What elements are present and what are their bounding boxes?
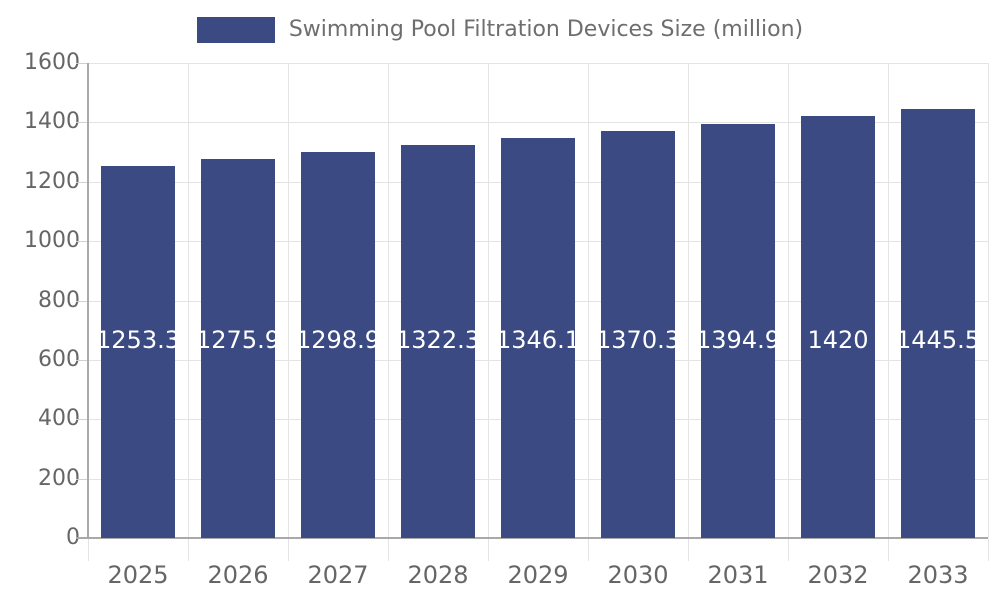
y-axis-tick-mark (76, 63, 88, 64)
y-axis-tick-label: 1400 (24, 109, 80, 135)
legend-item-series-0[interactable]: Swimming Pool Filtration Devices Size (m… (196, 17, 804, 43)
x-axis-tick-label: 2029 (507, 561, 569, 589)
y-axis-tick-label: 1600 (24, 50, 80, 75)
y-axis-tick-label: 1200 (24, 168, 80, 194)
x-axis-tick-label: 2025 (107, 561, 169, 589)
chart-legend: Swimming Pool Filtration Devices Size (m… (0, 10, 1000, 50)
y-axis-tick-label: 600 (38, 346, 80, 372)
x-axis-tick-label: 2028 (407, 561, 469, 589)
gridline-vertical (588, 63, 589, 538)
bar-value-label: 1275.9 (196, 326, 280, 354)
y-axis-line (87, 63, 89, 539)
x-axis-tick-label: 2031 (707, 561, 769, 589)
legend-color-swatch-icon (196, 17, 275, 43)
gridline-vertical (288, 63, 289, 538)
gridline-horizontal (88, 122, 988, 124)
bar[interactable] (601, 131, 675, 538)
x-axis-tick-label: 2027 (307, 561, 369, 589)
gridline-vertical (188, 63, 189, 538)
x-axis-tick-mark (788, 539, 789, 561)
gridline-horizontal (88, 63, 988, 64)
y-axis-tick-mark (76, 419, 88, 421)
y-axis-tick-mark (76, 181, 88, 183)
bar[interactable] (901, 108, 975, 538)
y-axis-tick-mark (76, 300, 88, 302)
bar[interactable] (101, 165, 175, 538)
gridline-vertical (988, 63, 989, 538)
x-axis-tick-mark (288, 539, 289, 561)
y-axis-tick-label: 1000 (24, 228, 80, 254)
bar-value-label: 1370.3 (596, 326, 680, 354)
x-axis-tick-label: 2032 (807, 561, 869, 589)
bar[interactable] (201, 159, 275, 538)
bar-value-label: 1394.9 (696, 326, 780, 354)
x-axis-tick-label: 2026 (207, 561, 269, 589)
x-axis: 2025 2026 2027 2028 2029 2030 2031 2032 2033 (88, 539, 989, 600)
bar[interactable] (301, 152, 375, 538)
bar[interactable] (801, 116, 875, 538)
x-axis-tick-mark (88, 539, 89, 561)
y-axis-tick-mark (76, 241, 88, 243)
y-axis-tick-mark (76, 478, 88, 480)
gridline-vertical (888, 63, 889, 538)
bar-value-label: 1322.3 (396, 326, 480, 354)
bar-value-label: 1445.5 (896, 326, 980, 354)
bar-value-label: 1253.3 (96, 326, 180, 354)
gridline-vertical (688, 63, 689, 538)
x-axis-tick-mark (388, 539, 389, 561)
y-axis-tick-label: 800 (38, 287, 80, 313)
bar[interactable] (501, 138, 575, 538)
x-axis-tick-label: 2030 (607, 561, 669, 589)
bar-value-label: 1420 (807, 326, 869, 354)
bars-layer: 1253.3 1275.9 1298.9 1322.3 1346.1 1370.3 1394… (88, 63, 988, 538)
y-axis-tick-label: 0 (66, 525, 80, 550)
legend-item-label: Swimming Pool Filtration Devices Size (m… (288, 17, 804, 42)
x-axis-tick-mark (688, 539, 689, 561)
x-axis-line (76, 537, 988, 539)
y-axis-tick-label: 200 (38, 465, 80, 491)
y-axis: 0 200 400 600 800 1000 1200 1400 1600 (0, 52, 88, 549)
x-axis-tick-mark (888, 539, 889, 561)
x-axis-tick-mark (188, 539, 189, 561)
x-axis-tick-mark (988, 539, 989, 561)
x-axis-tick-mark (588, 539, 589, 561)
gridline-vertical (388, 63, 389, 538)
gridline-vertical (488, 63, 489, 538)
y-axis-tick-label: 400 (38, 406, 80, 432)
x-axis-tick-mark (488, 539, 489, 561)
bar[interactable] (701, 123, 775, 538)
bar-value-label: 1298.9 (296, 326, 380, 354)
bar[interactable] (401, 145, 475, 538)
y-axis-tick-mark (76, 122, 88, 124)
x-axis-tick-label: 2033 (907, 561, 969, 589)
y-axis-tick-mark (76, 359, 88, 361)
bar-value-label: 1346.1 (496, 326, 580, 354)
gridline-vertical (788, 63, 789, 538)
